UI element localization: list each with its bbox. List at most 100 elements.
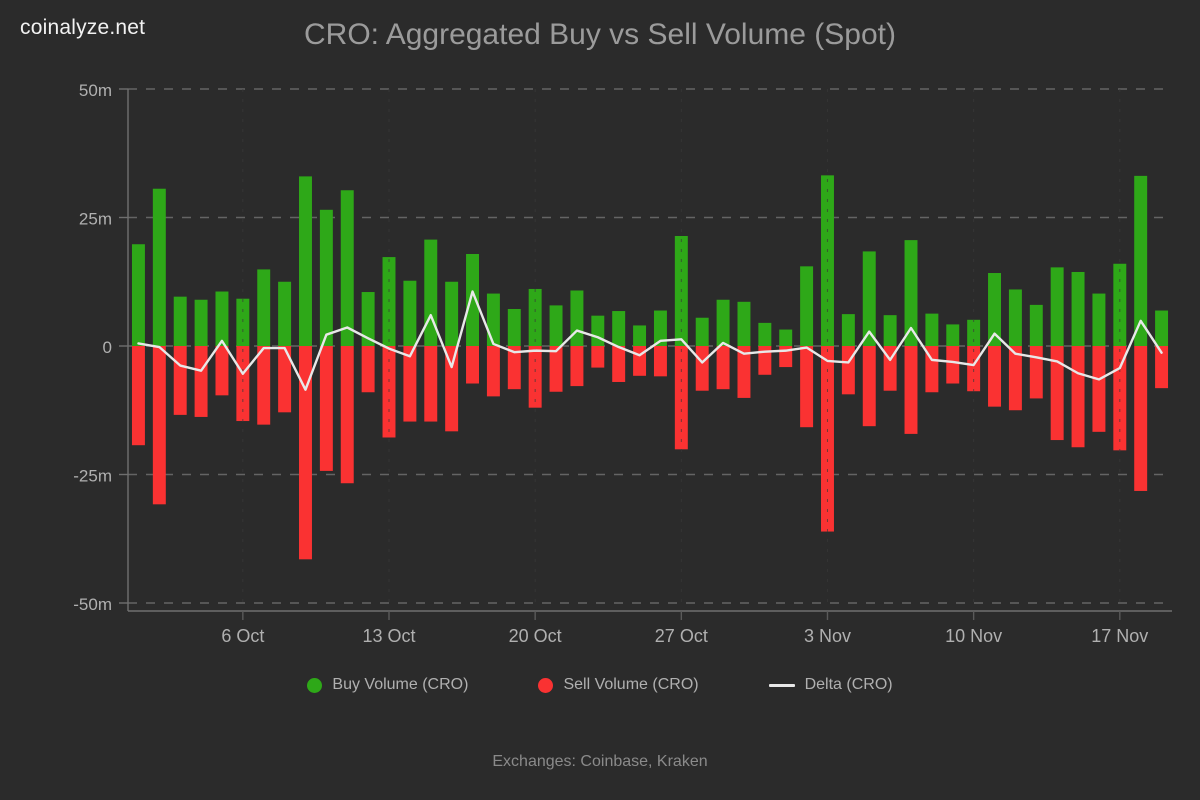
buy-volume-bar[interactable] [507,308,521,346]
buy-volume-bar[interactable] [528,288,542,346]
sell-volume-bar[interactable] [612,346,626,382]
sell-volume-bar[interactable] [862,346,876,427]
buy-volume-bar[interactable] [1113,263,1127,346]
sell-volume-bar[interactable] [236,346,250,422]
buy-volume-bar[interactable] [1029,304,1043,346]
sell-volume-bar[interactable] [445,346,459,432]
buy-volume-bar[interactable] [361,292,375,346]
sell-volume-bar[interactable] [319,346,333,471]
buy-volume-bar[interactable] [340,190,354,346]
sell-volume-bar[interactable] [215,346,229,396]
sell-volume-bar[interactable] [946,346,960,384]
buy-volume-bar[interactable] [257,269,271,346]
buy-volume-bar[interactable] [1092,293,1106,346]
buy-volume-bar[interactable] [486,293,500,346]
buy-volume-bar[interactable] [299,176,312,346]
buy-volume-bar[interactable] [319,209,333,346]
sell-volume-bar[interactable] [821,346,834,532]
legend-item-sell-volume[interactable]: Sell Volume (CRO) [538,676,699,694]
sell-volume-bar[interactable] [424,346,438,422]
buy-volume-bar[interactable] [1071,271,1085,346]
sell-volume-bar[interactable] [1113,346,1127,451]
buy-volume-bar[interactable] [904,240,918,346]
sell-volume-bar[interactable] [967,346,981,392]
sell-volume-bar[interactable] [591,346,605,368]
sell-volume-bar[interactable] [633,346,647,376]
sell-volume-bar[interactable] [131,346,145,446]
sell-volume-bar[interactable] [988,346,1001,407]
sell-volume-bar[interactable] [528,346,542,408]
buy-volume-bar[interactable] [612,311,626,346]
buy-volume-bar[interactable] [779,329,793,346]
buy-volume-bar[interactable] [152,188,166,346]
sell-volume-bar[interactable] [1155,346,1169,389]
buy-volume-bar[interactable] [758,322,772,346]
sell-volume-bar[interactable] [549,346,563,392]
sell-volume-bar[interactable] [570,346,584,387]
buy-volume-bar[interactable] [466,253,479,346]
buy-volume-bar[interactable] [633,325,647,346]
sell-volume-bar[interactable] [340,346,354,484]
sell-volume-bar[interactable] [173,346,187,415]
sell-volume-bar[interactable] [278,346,292,413]
buy-volume-bar[interactable] [967,319,981,346]
buy-volume-bar[interactable] [591,315,605,346]
buy-volume-bar[interactable] [215,291,229,346]
buy-volume-bar[interactable] [424,239,438,346]
sell-volume-bar[interactable] [361,346,375,393]
buy-volume-bar[interactable] [236,298,250,346]
sell-volume-bar[interactable] [486,346,500,397]
sell-volume-bar[interactable] [403,346,417,422]
sell-volume-bar[interactable] [194,346,208,417]
buy-volume-bar[interactable] [278,281,292,346]
sell-volume-bar[interactable] [1029,346,1043,399]
sell-volume-bar[interactable] [925,346,939,393]
legend-item-buy-volume[interactable]: Buy Volume (CRO) [307,676,468,694]
sell-volume-bar[interactable] [152,346,166,505]
sell-volume-bar[interactable] [758,346,772,375]
buy-volume-bar[interactable] [570,290,584,346]
sell-volume-bar[interactable] [1071,346,1085,448]
buy-volume-bar[interactable] [549,305,563,346]
sell-volume-bar[interactable] [507,346,521,390]
sell-volume-bar[interactable] [737,346,751,398]
sell-volume-bar[interactable] [716,346,730,390]
buy-volume-bar[interactable] [1134,175,1148,346]
x-axis-label: 20 Oct [509,626,562,646]
y-axis-label: 25m [79,210,112,229]
sell-volume-bar[interactable] [466,346,479,384]
sell-volume-bar[interactable] [1134,346,1148,491]
sell-volume-bar[interactable] [674,346,688,450]
buy-volume-bar[interactable] [862,251,876,346]
buy-volume-bar[interactable] [737,301,751,346]
sell-volume-bar[interactable] [257,346,271,425]
buy-volume-bar[interactable] [841,314,855,346]
sell-volume-bar[interactable] [841,346,855,395]
buy-volume-bar[interactable] [131,244,145,346]
buy-volume-bar[interactable] [946,324,960,346]
buy-volume-bar[interactable] [800,266,814,346]
buy-volume-bar[interactable] [716,299,730,346]
sell-volume-bar[interactable] [653,346,667,377]
sell-volume-bar[interactable] [800,346,814,428]
buy-volume-bar[interactable] [403,280,417,346]
buy-volume-bar[interactable] [1155,310,1169,346]
sell-volume-bar[interactable] [904,346,918,434]
buy-volume-bar[interactable] [695,317,709,346]
buy-volume-bar[interactable] [1050,267,1064,346]
sell-volume-bar[interactable] [1092,346,1106,432]
sell-volume-bar[interactable] [695,346,709,391]
legend-item-delta[interactable]: Delta (CRO) [768,676,893,694]
sell-volume-bar[interactable] [1050,346,1064,441]
buy-volume-bar[interactable] [925,313,939,346]
buy-volume-bar[interactable] [653,310,667,346]
buy-volume-bar[interactable] [1008,289,1022,346]
delta-line[interactable] [137,290,1163,391]
buy-volume-bar[interactable] [445,281,459,346]
buy-volume-bar[interactable] [173,296,187,346]
sell-volume-bar[interactable] [1008,346,1022,411]
sell-volume-bar[interactable] [299,346,312,560]
buy-volume-bar[interactable] [883,315,897,346]
buy-volume-bar[interactable] [194,299,208,346]
buy-volume-bar[interactable] [988,273,1001,346]
